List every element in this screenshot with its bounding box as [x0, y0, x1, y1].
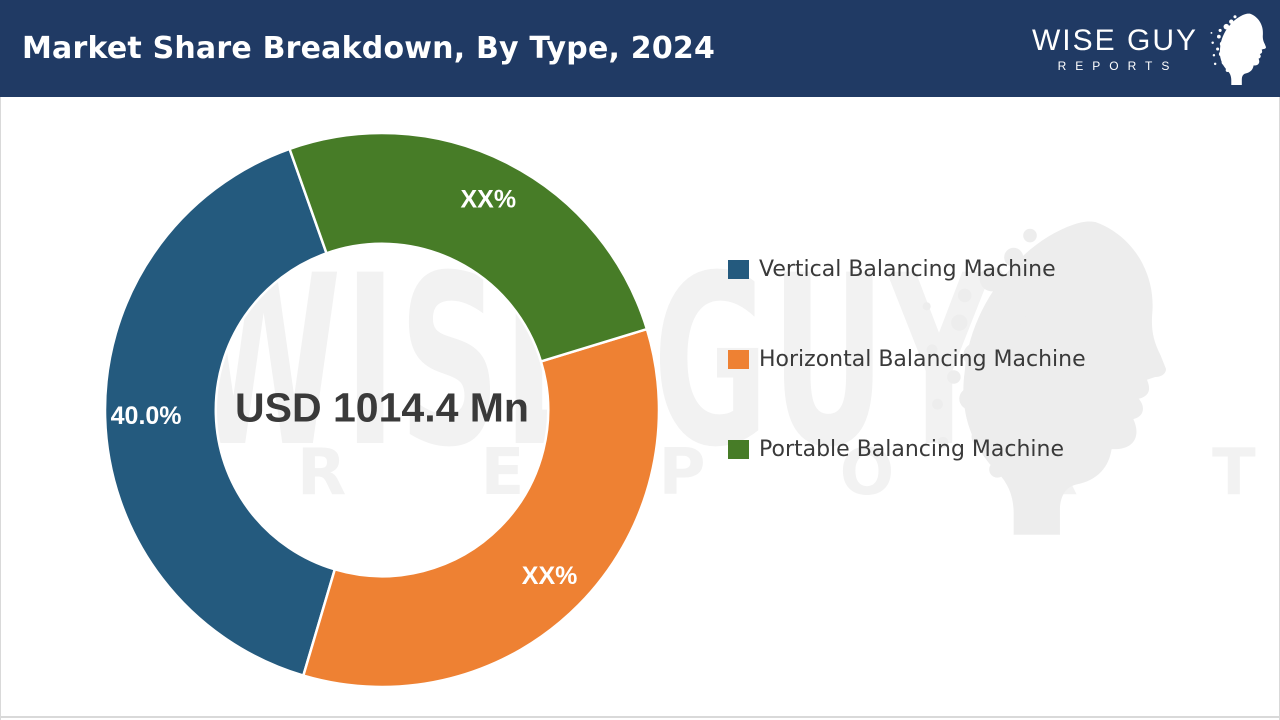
header-bar: Market Share Breakdown, By Type, 2024 WI…: [0, 0, 1280, 97]
slice-percentage-label: 40.0%: [111, 402, 182, 430]
watermark-reports: R E P O R T S: [297, 436, 1279, 510]
legend-swatch-orange: [728, 350, 749, 369]
brand-logo: WISE GUY REPORTS: [1032, 11, 1266, 87]
legend-item-horizontal: Horizontal Balancing Machine: [728, 347, 1086, 372]
donut-chart: 40.0% XX% XX%: [103, 131, 661, 689]
bottom-divider: [1, 716, 1279, 718]
legend-label: Horizontal Balancing Machine: [759, 347, 1086, 372]
legend-swatch-blue: [728, 260, 749, 279]
legend-label: Portable Balancing Machine: [759, 437, 1065, 462]
chart-area: WISE GUY R E P O R T S 40.0%XX%XX% USD 1…: [0, 97, 1280, 720]
brand-name: WISE GUY: [1031, 23, 1198, 57]
legend-swatch-green: [728, 440, 749, 459]
dotted-head-icon: [1210, 13, 1266, 85]
donut-segment-2: [288, 131, 649, 363]
legend-item-portable: Portable Balancing Machine: [728, 437, 1064, 462]
slice-percentage-label: XX%: [522, 562, 578, 590]
slice-percentage-label: XX%: [461, 185, 517, 213]
donut-segment-0: [103, 147, 337, 677]
donut-segment-1: [302, 327, 661, 689]
brand-wordmark: WISE GUY REPORTS: [1031, 23, 1198, 73]
center-value-label: USD 1014.4 Mn: [235, 384, 529, 431]
legend-label: Vertical Balancing Machine: [759, 257, 1056, 282]
brand-subname: REPORTS: [1057, 58, 1179, 73]
page-title: Market Share Breakdown, By Type, 2024: [22, 31, 716, 66]
legend-item-vertical: Vertical Balancing Machine: [728, 257, 1056, 282]
